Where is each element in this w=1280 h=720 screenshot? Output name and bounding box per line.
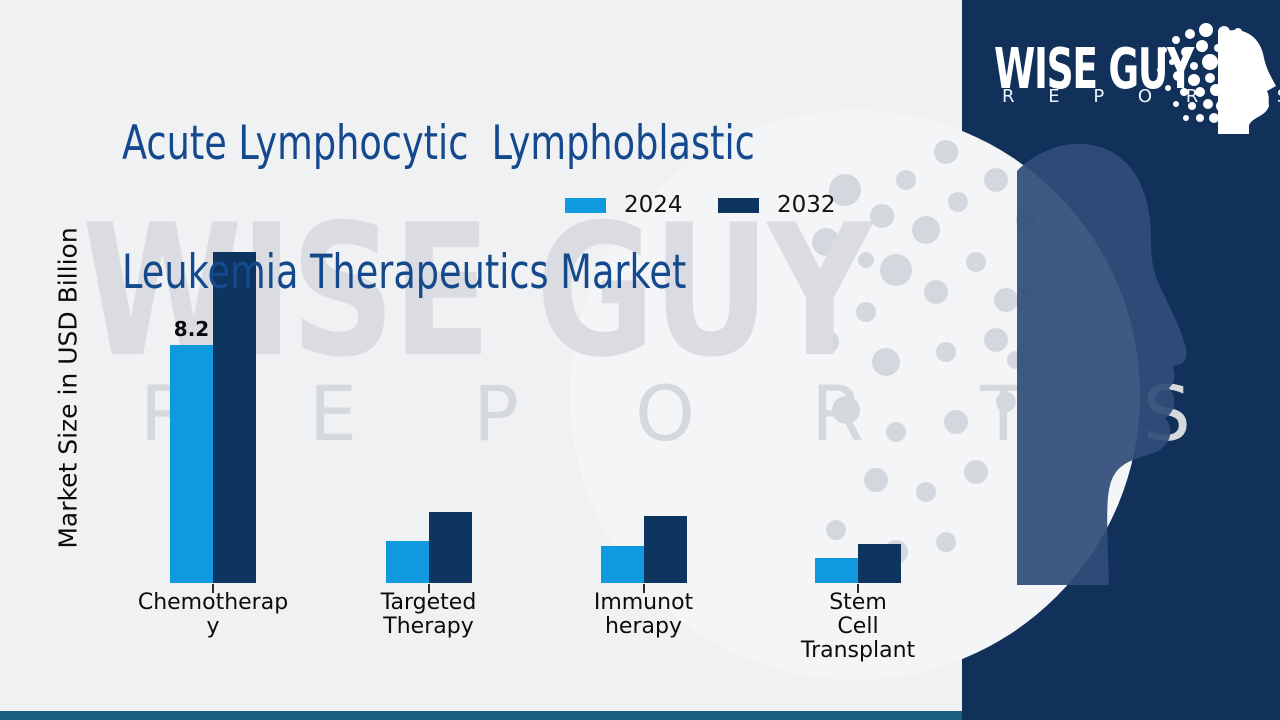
footer-accent-bar xyxy=(0,711,962,720)
legend-label-2024: 2024 xyxy=(624,192,683,218)
legend-label-2032: 2032 xyxy=(777,192,836,218)
bar-immunotherapy-2032 xyxy=(643,516,687,583)
bar-stem-cell-transplant-2024 xyxy=(815,558,858,583)
chart-title: Acute Lymphocytic Lymphoblastic Leukemia… xyxy=(122,36,755,380)
legend-item-2024: 2024 xyxy=(565,194,683,217)
chart-title-line2: Leukemia Therapeutics Market xyxy=(122,245,687,300)
category-label-chemotherapy: Chemotherap y xyxy=(137,590,289,639)
brand-logo-subtext: R E P O R T S xyxy=(1002,86,1280,107)
x-axis-tick xyxy=(212,584,214,593)
legend-swatch-2024 xyxy=(565,198,606,213)
bar-targeted-therapy-2024 xyxy=(385,541,429,583)
legend-item-2032: 2032 xyxy=(718,194,836,217)
bar-immunotherapy-2024 xyxy=(600,546,644,583)
head-profile-graphic xyxy=(1017,143,1187,585)
dotted-head-icon xyxy=(1157,23,1276,134)
category-label-stem-cell-transplant: Stem Cell Transplant xyxy=(800,590,916,663)
legend-swatch-2032 xyxy=(718,198,759,213)
bar-chemotherapy-2024 xyxy=(170,345,213,583)
brand-logo-wordmark: WISE GUY xyxy=(994,37,1194,102)
y-axis-label: Market Size in USD Billion xyxy=(53,227,83,549)
category-label-targeted-therapy: Targeted Therapy xyxy=(380,590,477,639)
bar-chemotherapy-2032 xyxy=(213,252,256,583)
chart-title-line1: Acute Lymphocytic Lymphoblastic xyxy=(122,116,755,171)
x-axis-tick xyxy=(857,584,859,593)
bar-targeted-therapy-2032 xyxy=(428,512,472,583)
x-axis-tick xyxy=(427,584,430,593)
bar-stem-cell-transplant-2032 xyxy=(858,544,901,583)
x-axis-tick xyxy=(642,584,645,593)
category-label-immunotherapy: Immunot herapy xyxy=(593,590,694,639)
bar-value-label: 8.2 xyxy=(173,317,210,341)
